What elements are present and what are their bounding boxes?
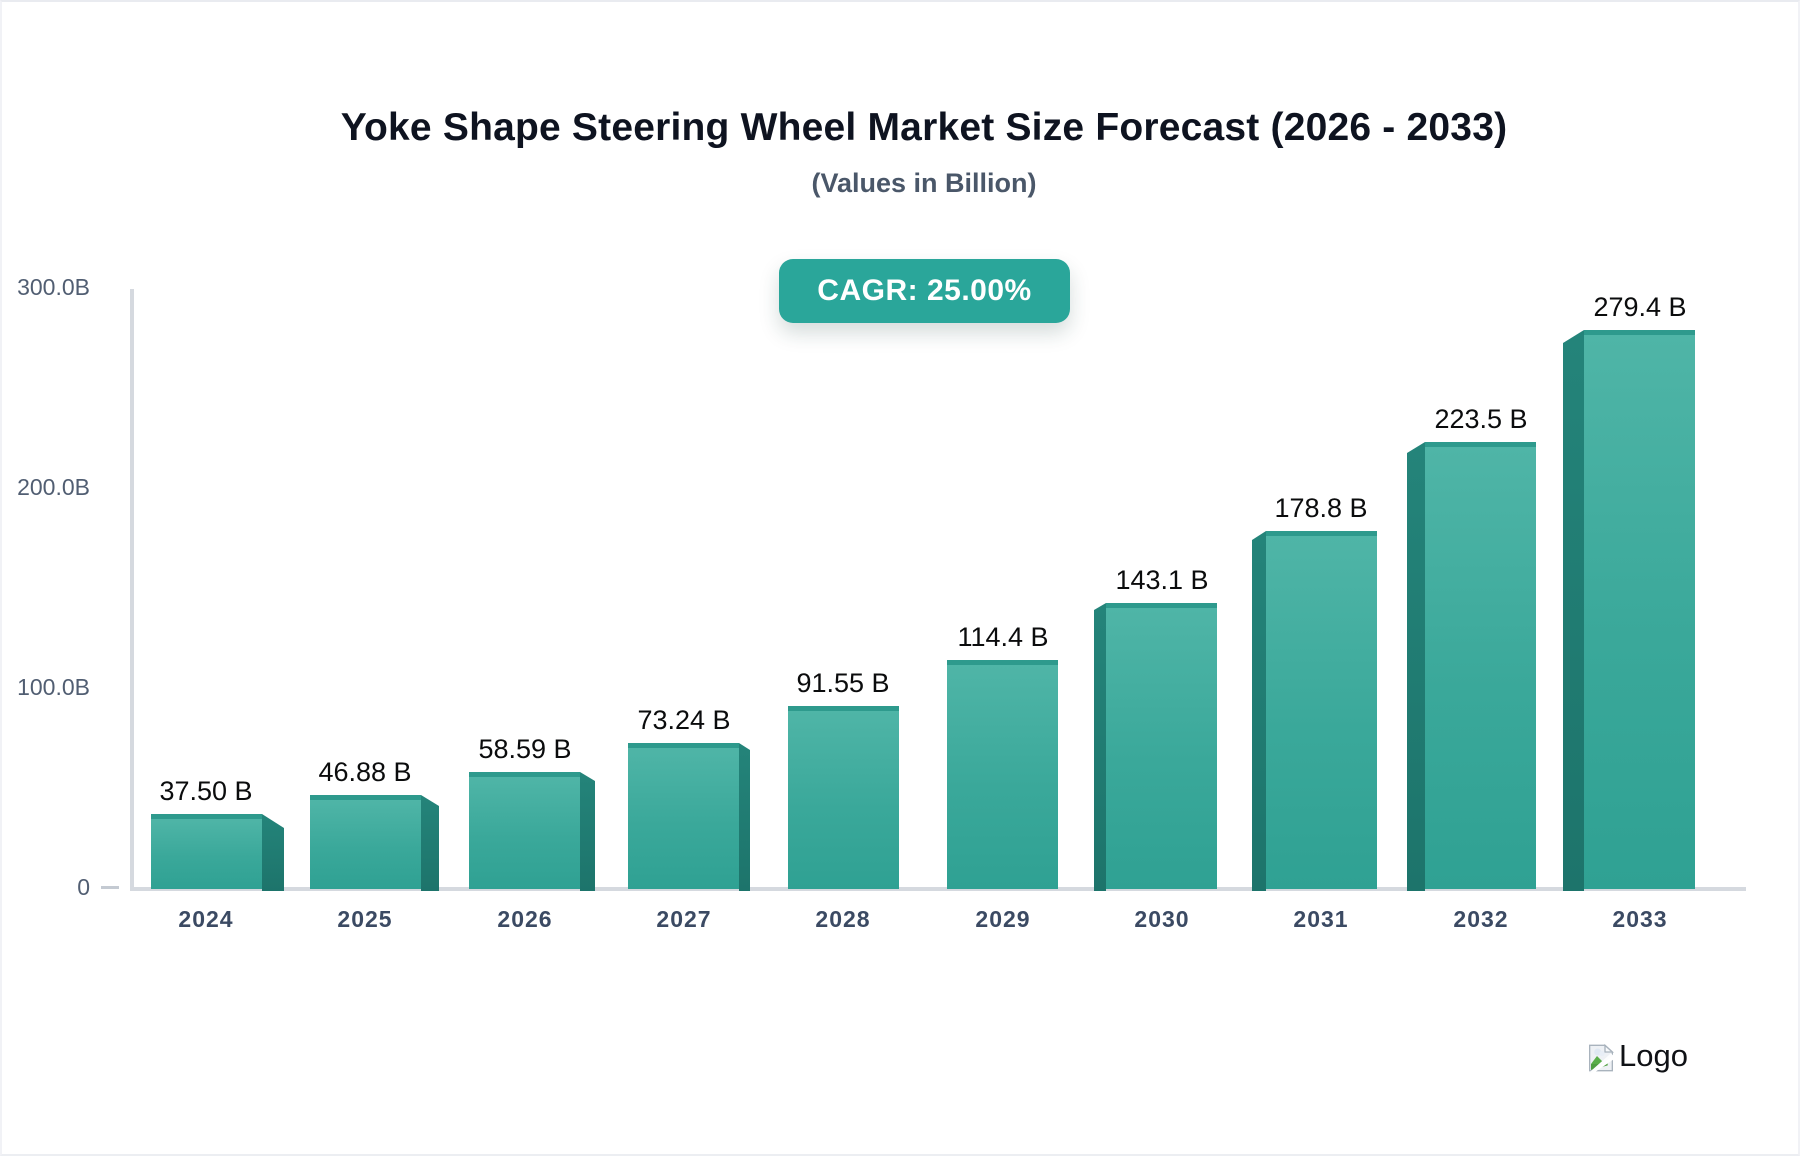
bar-2033 xyxy=(1584,330,1695,889)
x-tick-label-2030: 2030 xyxy=(1134,906,1190,932)
bar-value-label-2025: 46.88 B xyxy=(318,757,412,787)
x-tick-label-2026: 2026 xyxy=(497,906,553,932)
bar-value-label-2031: 178.8 B xyxy=(1274,493,1368,523)
y-tick-label-200.0B: 200.0B xyxy=(17,474,90,500)
bar-side-2026 xyxy=(580,772,595,891)
zero-tick-mark xyxy=(101,886,119,889)
broken-image-icon xyxy=(1588,1043,1616,1074)
bar-value-label-2033: 279.4 B xyxy=(1593,292,1687,322)
y-axis-line xyxy=(130,289,134,891)
logo-text: Logo xyxy=(1619,1038,1688,1073)
bar-2029 xyxy=(947,660,1058,889)
bar-side-2031 xyxy=(1252,531,1266,891)
x-tick-label-2031: 2031 xyxy=(1293,906,1349,932)
x-tick-label-2033: 2033 xyxy=(1612,906,1668,932)
x-axis-line xyxy=(130,887,1746,891)
bar-side-2033 xyxy=(1563,330,1584,891)
bar-2027 xyxy=(628,743,739,889)
y-tick-label-0: 0 xyxy=(77,874,90,900)
bar-side-2032 xyxy=(1407,442,1425,891)
x-tick-label-2027: 2027 xyxy=(656,906,712,932)
bar-side-2030 xyxy=(1094,603,1106,891)
cagr-badge: CAGR: 25.00% xyxy=(779,259,1070,323)
x-tick-label-2028: 2028 xyxy=(815,906,871,932)
chart-title: Yoke Shape Steering Wheel Market Size Fo… xyxy=(340,106,1508,149)
bar-side-2027 xyxy=(739,743,750,891)
x-tick-label-2032: 2032 xyxy=(1453,906,1509,932)
bar-side-2024 xyxy=(262,814,284,891)
y-tick-label-100.0B: 100.0B xyxy=(17,674,90,700)
x-tick-label-2029: 2029 xyxy=(975,906,1031,932)
bar-2032 xyxy=(1425,442,1536,889)
y-tick-label-300.0B: 300.0B xyxy=(17,274,90,300)
cagr-badge-label: CAGR: 25.00% xyxy=(817,274,1032,307)
bar-value-label-2029: 114.4 B xyxy=(957,622,1049,652)
bar-2028 xyxy=(788,706,899,889)
logo: Logo xyxy=(1585,1038,1688,1074)
bar-value-label-2032: 223.5 B xyxy=(1434,404,1528,434)
bar-value-label-2028: 91.55 B xyxy=(796,668,890,698)
bar-2026 xyxy=(469,772,580,889)
chart-subtitle: (Values in Billion) xyxy=(811,168,1037,198)
bar-2031 xyxy=(1266,531,1377,889)
bar-value-label-2026: 58.59 B xyxy=(478,734,572,764)
bar-value-label-2024: 37.50 B xyxy=(159,776,253,806)
bar-2024 xyxy=(151,814,262,889)
bar-value-label-2030: 143.1 B xyxy=(1115,565,1209,595)
x-tick-label-2024: 2024 xyxy=(178,906,234,932)
bar-value-label-2027: 73.24 B xyxy=(637,705,731,735)
x-tick-label-2025: 2025 xyxy=(337,906,393,932)
bar-2030 xyxy=(1106,603,1217,889)
bar-side-2025 xyxy=(421,795,439,891)
bar-2025 xyxy=(310,795,421,889)
